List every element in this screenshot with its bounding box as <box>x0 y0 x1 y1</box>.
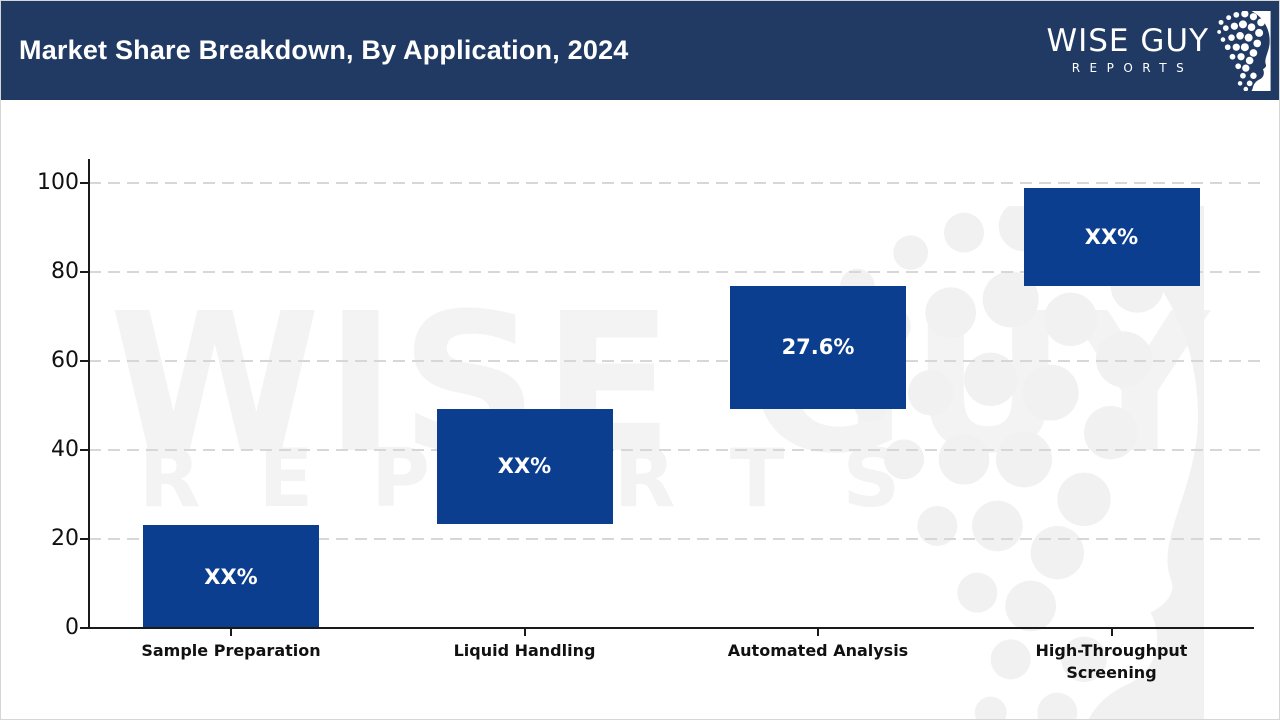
y-tick-label-100: 100 <box>37 170 79 195</box>
x-category-label-1: Liquid Handling <box>453 641 596 660</box>
x-category-label-0: Sample Preparation <box>141 641 321 660</box>
bar-2: 27.6% <box>730 285 906 409</box>
y-tick-label-80: 80 <box>51 259 79 284</box>
x-tick-3 <box>1110 629 1113 636</box>
bar-value-label-3: XX% <box>1084 224 1139 249</box>
y-tick-40 <box>80 449 88 451</box>
x-axis-line <box>88 627 1254 629</box>
y-tick-label-60: 60 <box>51 348 79 373</box>
header-band: Market Share Breakdown, By Application, … <box>1 1 1279 100</box>
wise-guy-reports-logo: WISE GUY REPORTS <box>1046 10 1279 91</box>
y-tick-label-0: 0 <box>65 615 79 640</box>
logo-brand-name: WISE GUY <box>1046 23 1209 59</box>
bar-0: XX% <box>143 525 319 628</box>
y-tick-20 <box>80 538 88 540</box>
y-tick-0 <box>80 627 88 629</box>
gridline-100 <box>89 182 1263 184</box>
gridline-80 <box>89 271 1263 273</box>
logo-brand-subtitle: REPORTS <box>1071 61 1194 75</box>
bar-3: XX% <box>1023 187 1200 286</box>
y-tick-80 <box>80 271 88 273</box>
gridline-20 <box>89 538 1263 540</box>
y-tick-100 <box>80 182 88 184</box>
x-tick-1 <box>523 629 526 636</box>
bar-value-label-1: XX% <box>497 454 552 479</box>
logo-text: WISE GUY REPORTS <box>1046 23 1209 76</box>
x-tick-2 <box>817 629 819 636</box>
bar-1: XX% <box>436 408 613 524</box>
gridline-60 <box>89 360 1263 362</box>
gridline-40 <box>89 449 1263 451</box>
bar-value-label-0: XX% <box>204 564 258 589</box>
dotted-head-icon <box>1217 10 1271 91</box>
bar-value-label-2: 27.6% <box>781 335 855 360</box>
x-category-label-3: High-Throughput Screening <box>1035 641 1188 682</box>
x-tick-0 <box>230 629 232 636</box>
x-category-label-2: Automated Analysis <box>727 641 909 660</box>
y-tick-label-40: 40 <box>51 437 79 462</box>
y-axis-line <box>88 159 90 628</box>
y-tick-label-20: 20 <box>51 526 79 551</box>
y-tick-60 <box>80 360 88 362</box>
page-title: Market Share Breakdown, By Application, … <box>19 35 629 65</box>
